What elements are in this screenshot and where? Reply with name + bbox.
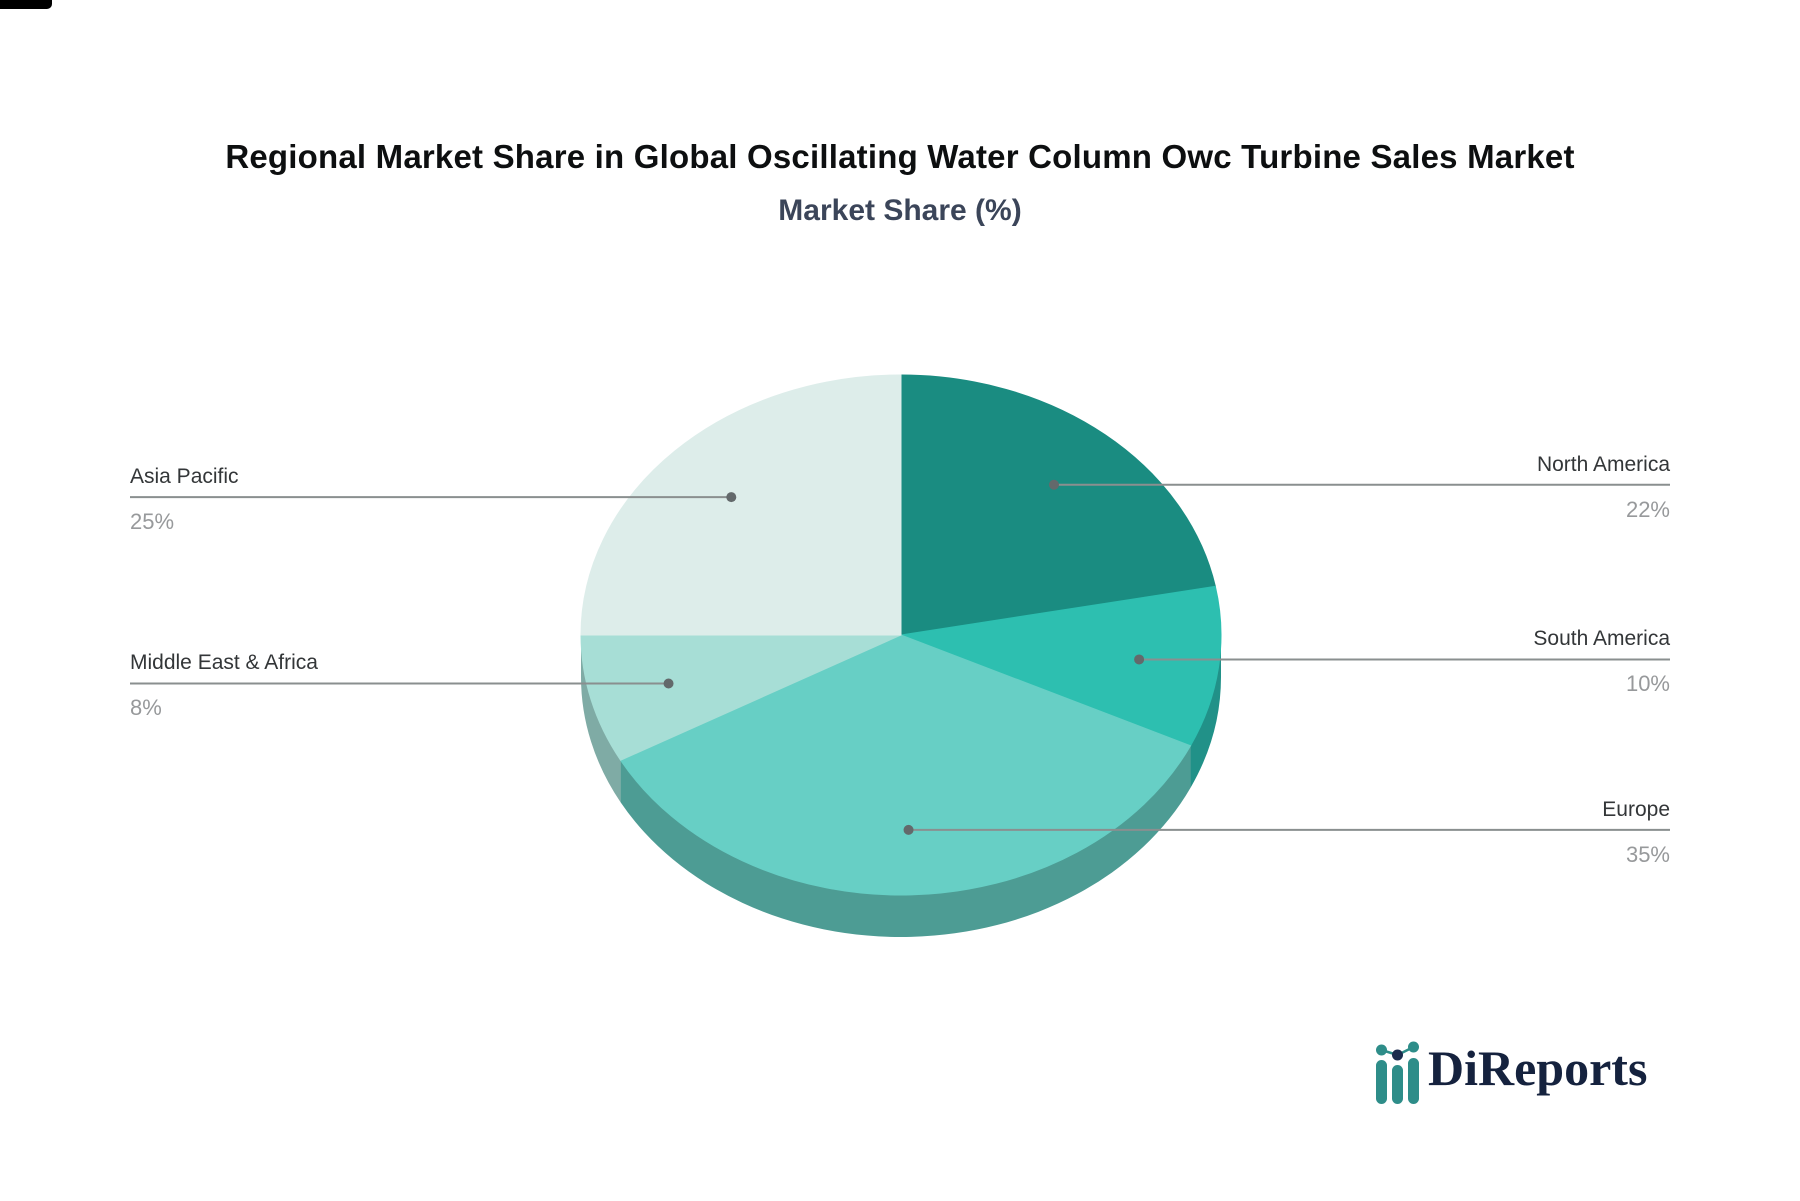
- callout-dot-south-america: [1134, 654, 1145, 665]
- direports-logo[interactable]: DiReports: [1376, 1040, 1647, 1108]
- pie-slice-asia-pacific[interactable]: [580, 374, 902, 636]
- screen-corner-artifact: [0, 0, 52, 9]
- pie-rim-south-america: [1190, 635, 1221, 788]
- chart-subtitle: Market Share (%): [778, 194, 1022, 227]
- bar-line-chart-icon: [1376, 1041, 1419, 1104]
- pie-slice-middle-east-africa[interactable]: [580, 634, 902, 761]
- pie-slice-north-america[interactable]: [900, 374, 1216, 636]
- logo-wordmark: DiReports: [1428, 1040, 1648, 1096]
- callout-dot-asia-pacific: [726, 492, 737, 503]
- pie-slice-south-america[interactable]: [899, 585, 1222, 747]
- pie-rim-europe: [620, 745, 1191, 937]
- chart-title: Regional Market Share in Global Oscillat…: [225, 138, 1575, 175]
- pie-rim-middle-east-africa: [581, 635, 621, 803]
- callout-dot-middle-east-africa: [663, 678, 674, 689]
- callout-dot-europe: [903, 824, 914, 835]
- callout-dot-north-america: [1048, 479, 1059, 490]
